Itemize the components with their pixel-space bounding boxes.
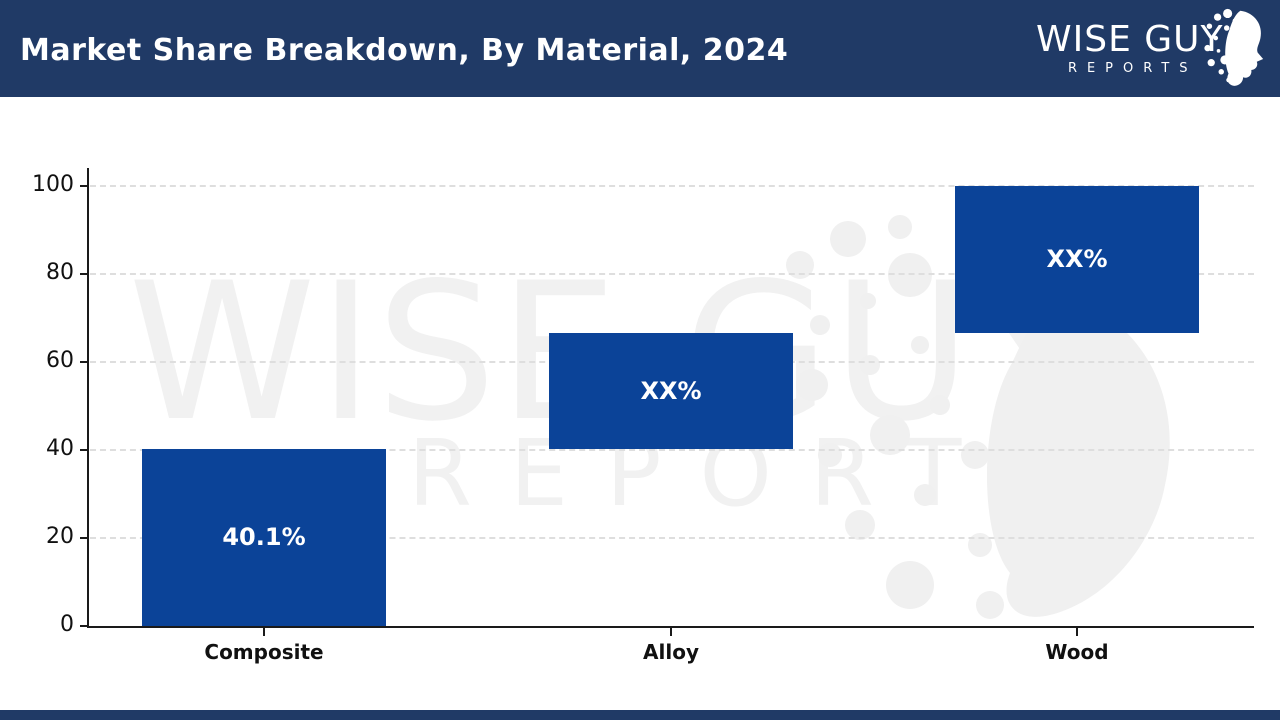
header-bar: Market Share Breakdown, By Material, 202… (0, 0, 1280, 97)
y-tick-label: 80 (46, 259, 74, 285)
y-tick-label: 20 (46, 523, 74, 549)
logo-text: WISE GUY REPORTS (1036, 20, 1224, 76)
x-tick-mark (1076, 628, 1078, 636)
logo-wordmark: WISE GUY (1036, 19, 1224, 60)
logo-face-icon (1204, 8, 1264, 86)
x-tick-mark (263, 628, 265, 636)
x-tick-label-alloy: Alloy (643, 640, 699, 664)
footer-bar (0, 710, 1280, 720)
y-tick-label: 0 (60, 612, 74, 637)
y-axis-line (87, 168, 89, 628)
y-gridline (90, 536, 1254, 539)
y-tick-mark (80, 360, 88, 363)
y-gridline (90, 272, 1254, 275)
x-tick-mark (670, 628, 672, 636)
bar-alloy (549, 332, 793, 450)
y-tick-mark (80, 625, 88, 627)
y-tick-label: 100 (32, 171, 74, 197)
logo-subtitle: REPORTS (1067, 60, 1198, 76)
y-tick-mark (80, 272, 88, 275)
y-gridline (90, 448, 1254, 451)
x-tick-label-wood: Wood (1045, 640, 1109, 664)
bar-wood (955, 185, 1199, 333)
bar-composite (142, 449, 386, 626)
y-tick-mark (80, 184, 88, 187)
y-tick-label: 60 (46, 347, 74, 373)
x-tick-label-composite: Composite (204, 640, 324, 664)
wise-guy-reports-logo: WISE GUY REPORTS (1006, 6, 1266, 92)
bar-value-label: 40.1% (222, 523, 306, 552)
y-tick-mark (80, 536, 88, 539)
bar-value-label: XX% (640, 376, 702, 405)
y-gridline (90, 184, 1254, 187)
x-axis-line (87, 626, 1254, 628)
y-tick-mark (80, 448, 88, 451)
watermark-face-icon (786, 215, 1170, 619)
bar-value-label: XX% (1046, 244, 1108, 273)
chart-title: Market Share Breakdown, By Material, 202… (20, 33, 789, 68)
y-tick-label: 40 (46, 435, 74, 461)
